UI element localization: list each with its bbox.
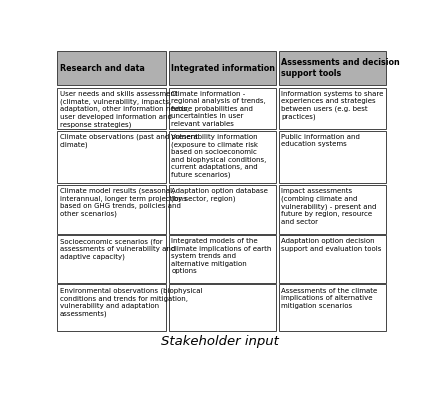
Bar xyxy=(169,284,276,330)
Text: Impact assessments
(combing climate and
vulnerability) - present and
future by r: Impact assessments (combing climate and … xyxy=(281,188,377,225)
Text: Research and data: Research and data xyxy=(60,64,144,73)
Bar xyxy=(169,235,276,283)
Bar xyxy=(57,235,166,283)
Bar xyxy=(279,185,386,234)
Bar xyxy=(57,284,166,330)
Text: Adaptation option decision
support and evaluation tools: Adaptation option decision support and e… xyxy=(281,238,382,252)
Text: Stakeholder input: Stakeholder input xyxy=(161,335,280,348)
Text: Climate model results (seasonal,
interannual, longer term projections
based on G: Climate model results (seasonal, interan… xyxy=(60,188,187,217)
Text: User needs and skills assessment
(climate, vulnerability, impacts,
adaptation, o: User needs and skills assessment (climat… xyxy=(60,91,189,128)
Text: Integrated information: Integrated information xyxy=(172,64,275,73)
Bar xyxy=(169,131,276,183)
Text: Climate observations (past and present
climate): Climate observations (past and present c… xyxy=(60,134,198,148)
Text: Public information and
education systems: Public information and education systems xyxy=(281,134,360,147)
Text: Information systems to share
experiences and strategies
between users (e.g. best: Information systems to share experiences… xyxy=(281,91,384,120)
Bar xyxy=(169,185,276,234)
Bar xyxy=(279,284,386,330)
Text: Climate information -
regional analysis of trends,
future probabilities and
unce: Climate information - regional analysis … xyxy=(172,91,266,127)
Bar xyxy=(279,235,386,283)
Text: Vulnerability information
(exposure to climate risk
based on socioeconomic
and b: Vulnerability information (exposure to c… xyxy=(172,134,267,178)
Text: Adaptation option database
(by sector, region): Adaptation option database (by sector, r… xyxy=(172,188,268,201)
Bar xyxy=(57,51,166,85)
Text: Socioeconomic scenarios (for
assessments of vulnerability and
adaptive capacity): Socioeconomic scenarios (for assessments… xyxy=(60,238,175,261)
Text: Environmental observations (biophysical
conditions and trends for mitigation,
vu: Environmental observations (biophysical … xyxy=(60,288,202,317)
Bar xyxy=(169,88,276,129)
Text: Assessments of the climate
implications of alternative
mitigation scenarios: Assessments of the climate implications … xyxy=(281,288,378,308)
Bar xyxy=(57,88,166,129)
Text: Assessments and decision
support tools: Assessments and decision support tools xyxy=(281,58,400,78)
Bar xyxy=(57,185,166,234)
Bar xyxy=(169,51,276,85)
Bar xyxy=(279,131,386,183)
Bar xyxy=(279,88,386,129)
Text: Integrated models of the
climate implications of earth
system trends and
alterna: Integrated models of the climate implica… xyxy=(172,238,272,275)
Bar xyxy=(57,131,166,183)
Bar xyxy=(279,51,386,85)
